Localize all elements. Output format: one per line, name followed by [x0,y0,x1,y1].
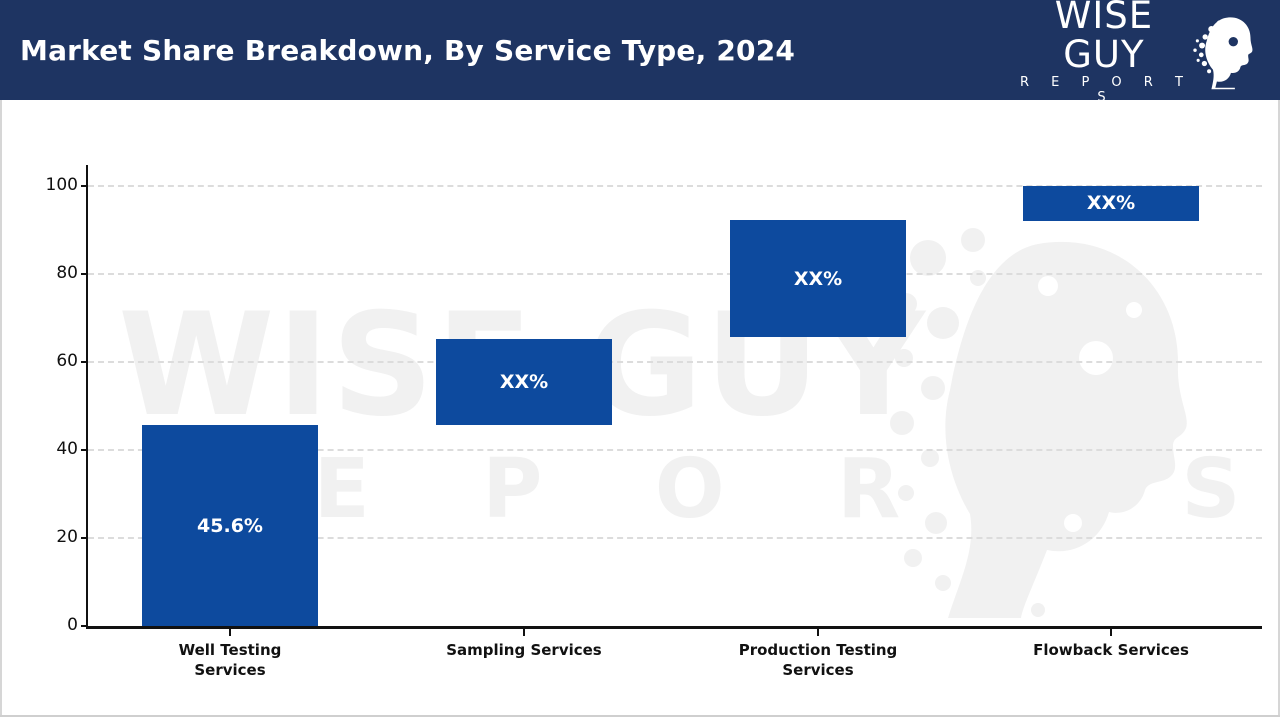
y-axis-line [86,165,88,629]
gridline [88,273,1262,275]
page-title: Market Share Breakdown, By Service Type,… [20,33,796,67]
y-axis-tick-label: 40 [56,439,78,459]
y-axis-tick [81,537,88,539]
bar-value-label: XX% [793,267,843,290]
frame-border-left [0,100,2,716]
waterfall-bar-segment: XX% [436,339,612,426]
brand-logo-text: WISE GUY R E P O R T S [1008,0,1200,105]
y-axis-tick-label: 0 [67,615,78,635]
bar-value-label: 45.6% [197,514,263,537]
y-axis-tick-label: 100 [45,175,78,195]
x-axis-tick [817,629,819,636]
y-axis-tick-label: 60 [56,351,78,371]
x-axis-line [86,626,1262,629]
waterfall-bar-segment: XX% [1023,186,1199,221]
waterfall-chart: 0 20 40 60 80 100 45.6% Well Testing Services XX… [0,100,1280,716]
waterfall-bar-segment: 45.6% [142,425,318,626]
frame-border-bottom [0,715,1280,717]
y-axis-tick [81,449,88,451]
watermark-face-icon [890,228,1187,618]
y-axis-tick [81,361,88,363]
category-label: Flowback Services [1033,641,1189,659]
gridline [88,537,1262,539]
category-label: Well Testing Services [178,641,282,679]
brand-logo: WISE GUY R E P O R T S [1008,0,1266,105]
header-bar: Market Share Breakdown, By Service Type,… [0,0,1280,105]
gridline [88,449,1262,451]
brand-face-icon [1193,17,1253,90]
brand-logo-wordmark: WISE GUY [1054,0,1154,76]
bar-value-label: XX% [499,371,549,394]
y-axis-tick-label: 20 [56,527,78,547]
y-axis-tick-label: 80 [56,263,78,283]
x-axis-tick [523,629,525,636]
y-axis-tick [81,185,88,187]
category-label: Production Testing Services [738,641,898,679]
bar-value-label: XX% [1086,192,1136,215]
x-axis-tick [1110,629,1112,636]
y-axis-tick [81,273,88,275]
brand-logo-subtext: R E P O R T S [1019,75,1192,106]
waterfall-bar-segment: XX% [730,220,906,338]
y-axis-tick [81,625,88,627]
category-label: Sampling Services [446,641,602,659]
gridline [88,185,1262,187]
x-axis-tick [229,629,231,636]
gridline [88,361,1262,363]
frame-border-right [1278,100,1280,716]
